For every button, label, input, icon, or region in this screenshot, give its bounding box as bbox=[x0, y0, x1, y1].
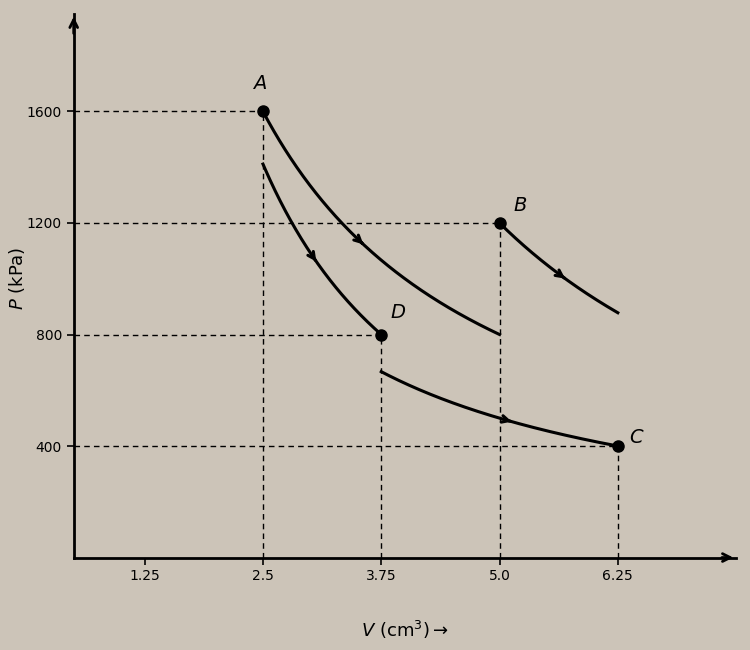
Text: $V\ (\mathrm{cm}^3) \rightarrow$: $V\ (\mathrm{cm}^3) \rightarrow$ bbox=[361, 619, 449, 641]
Text: A: A bbox=[254, 74, 267, 94]
Text: D: D bbox=[391, 303, 406, 322]
Text: B: B bbox=[514, 196, 527, 215]
Text: $P$ (kPa): $P$ (kPa) bbox=[7, 247, 27, 311]
Text: C: C bbox=[629, 428, 643, 447]
